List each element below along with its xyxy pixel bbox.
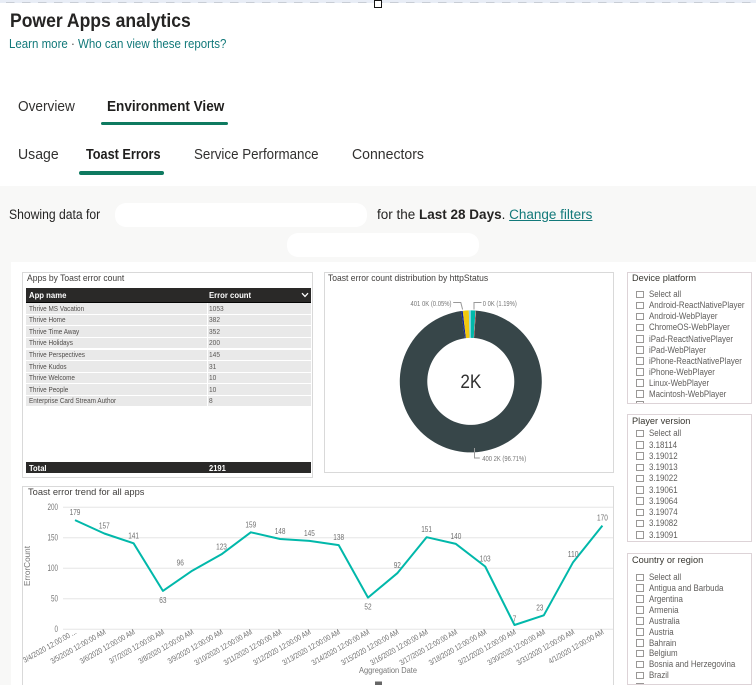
svg-text:170: 170 <box>597 513 608 522</box>
svg-text:63: 63 <box>159 595 167 604</box>
svg-text:92: 92 <box>393 561 401 570</box>
svg-text:110: 110 <box>567 550 578 559</box>
svg-text:ErrorCount: ErrorCount <box>23 545 32 586</box>
svg-text:138: 138 <box>333 533 344 542</box>
svg-text:200: 200 <box>47 502 58 512</box>
svg-text:50: 50 <box>51 593 58 603</box>
svg-text:179: 179 <box>69 508 80 517</box>
svg-text:145: 145 <box>304 528 315 537</box>
svg-text:157: 157 <box>98 521 109 530</box>
svg-text:0: 0 <box>54 624 58 634</box>
svg-text:52: 52 <box>364 602 372 611</box>
svg-text:96: 96 <box>176 558 184 567</box>
svg-text:401 0K (0.05%): 401 0K (0.05%) <box>410 300 451 307</box>
svg-text:100: 100 <box>47 563 58 573</box>
svg-text:7: 7 <box>512 614 516 623</box>
svg-text:Aggregation Date: Aggregation Date <box>359 665 417 675</box>
svg-text:141: 141 <box>128 531 139 540</box>
svg-text:400 2K (96.71%): 400 2K (96.71%) <box>482 455 526 462</box>
svg-text:123: 123 <box>216 542 227 551</box>
svg-text:103: 103 <box>479 554 490 563</box>
svg-text:0 0K (1.19%): 0 0K (1.19%) <box>482 300 516 307</box>
svg-text:150: 150 <box>47 532 58 542</box>
svg-text:140: 140 <box>450 531 461 540</box>
svg-text:2K: 2K <box>460 370 481 392</box>
svg-text:159: 159 <box>245 520 256 529</box>
svg-text:23: 23 <box>536 603 544 612</box>
svg-text:148: 148 <box>274 527 285 536</box>
svg-text:151: 151 <box>421 525 432 534</box>
